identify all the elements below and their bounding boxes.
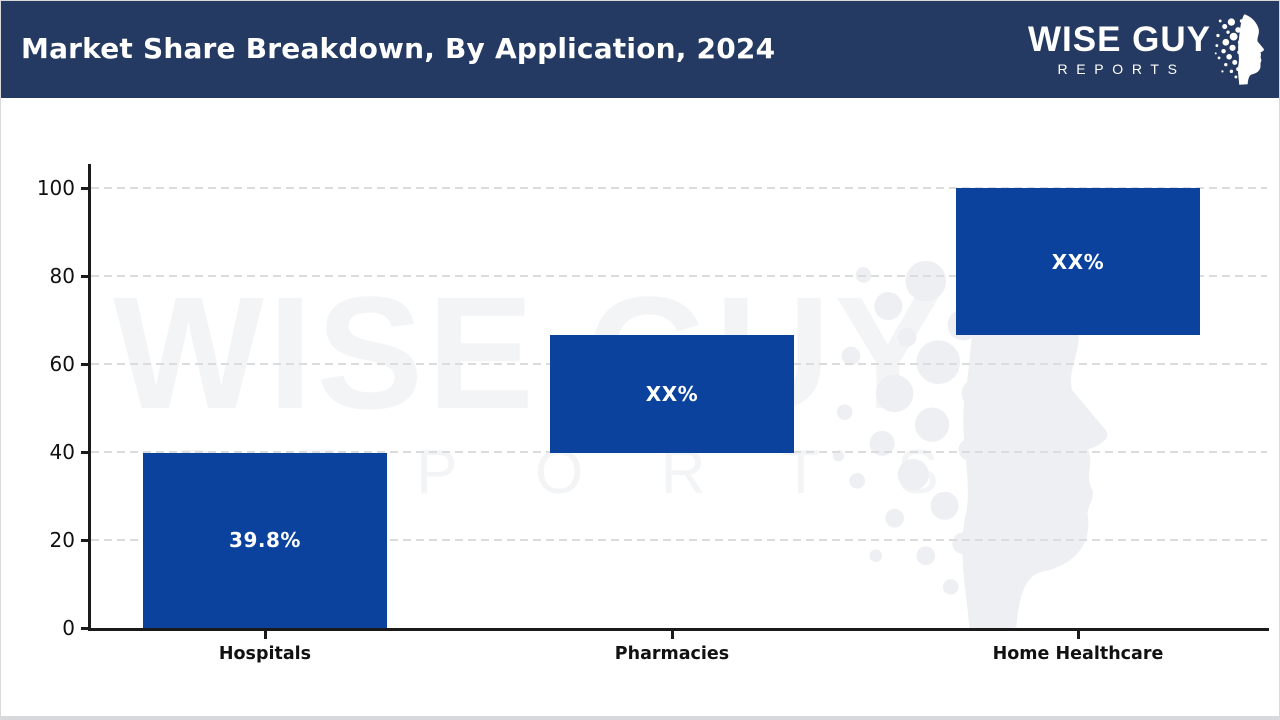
x-category-label-pharmacies: Pharmacies (614, 644, 730, 664)
y-tick-label-40: 40 (49, 440, 75, 464)
logo-text: WISE GUY REPORTS (1028, 22, 1211, 77)
x-tick-hospitals (264, 631, 267, 639)
watermark-text-line1: WISE GUY (113, 263, 946, 442)
y-tick-80 (81, 275, 88, 278)
bar-pharmacies: XX% (550, 335, 794, 453)
y-tick-label-0: 0 (62, 616, 75, 640)
y-tick-100 (81, 187, 88, 190)
y-axis-line (88, 164, 91, 631)
bottom-edge-strip (1, 716, 1279, 719)
y-tick-label-100: 100 (36, 176, 75, 200)
bar-value-label-home-healthcare: XX% (1051, 249, 1105, 274)
y-tick-40 (81, 451, 88, 454)
header-banner: Market Share Breakdown, By Application, … (1, 1, 1279, 98)
y-tick-20 (81, 539, 88, 542)
bar-value-label-hospitals: 39.8% (229, 528, 301, 553)
bar-hospitals: 39.8% (143, 452, 387, 628)
chart-area: WISE GUY REPORTS 0 20 40 60 80 100 39.8% XX% XX%… (1, 98, 1279, 719)
y-tick-label-60: 60 (49, 352, 75, 376)
y-tick-60 (81, 363, 88, 366)
gridline-100 (91, 187, 1267, 189)
wise-guy-logo: WISE GUY REPORTS (1028, 13, 1265, 86)
x-category-label-hospitals: Hospitals (218, 644, 312, 664)
x-category-label-home-healthcare: Home Healthcare (992, 644, 1164, 664)
y-tick-label-20: 20 (49, 528, 75, 552)
gridline-20 (91, 539, 1267, 541)
x-tick-home-healthcare (1077, 631, 1080, 639)
logo-subtext: REPORTS (1057, 61, 1186, 77)
gridline-80 (91, 275, 1267, 277)
y-tick-0 (81, 627, 88, 630)
x-tick-pharmacies (671, 631, 674, 639)
bar-home-healthcare: XX% (956, 188, 1200, 336)
x-axis-line (88, 628, 1269, 631)
logo-wordmark: WISE GUY (1027, 20, 1211, 59)
y-tick-label-80: 80 (49, 264, 75, 288)
bar-value-label-pharmacies: XX% (645, 382, 699, 407)
chart-title: Market Share Breakdown, By Application, … (21, 32, 776, 66)
logo-face-icon (1214, 14, 1264, 85)
